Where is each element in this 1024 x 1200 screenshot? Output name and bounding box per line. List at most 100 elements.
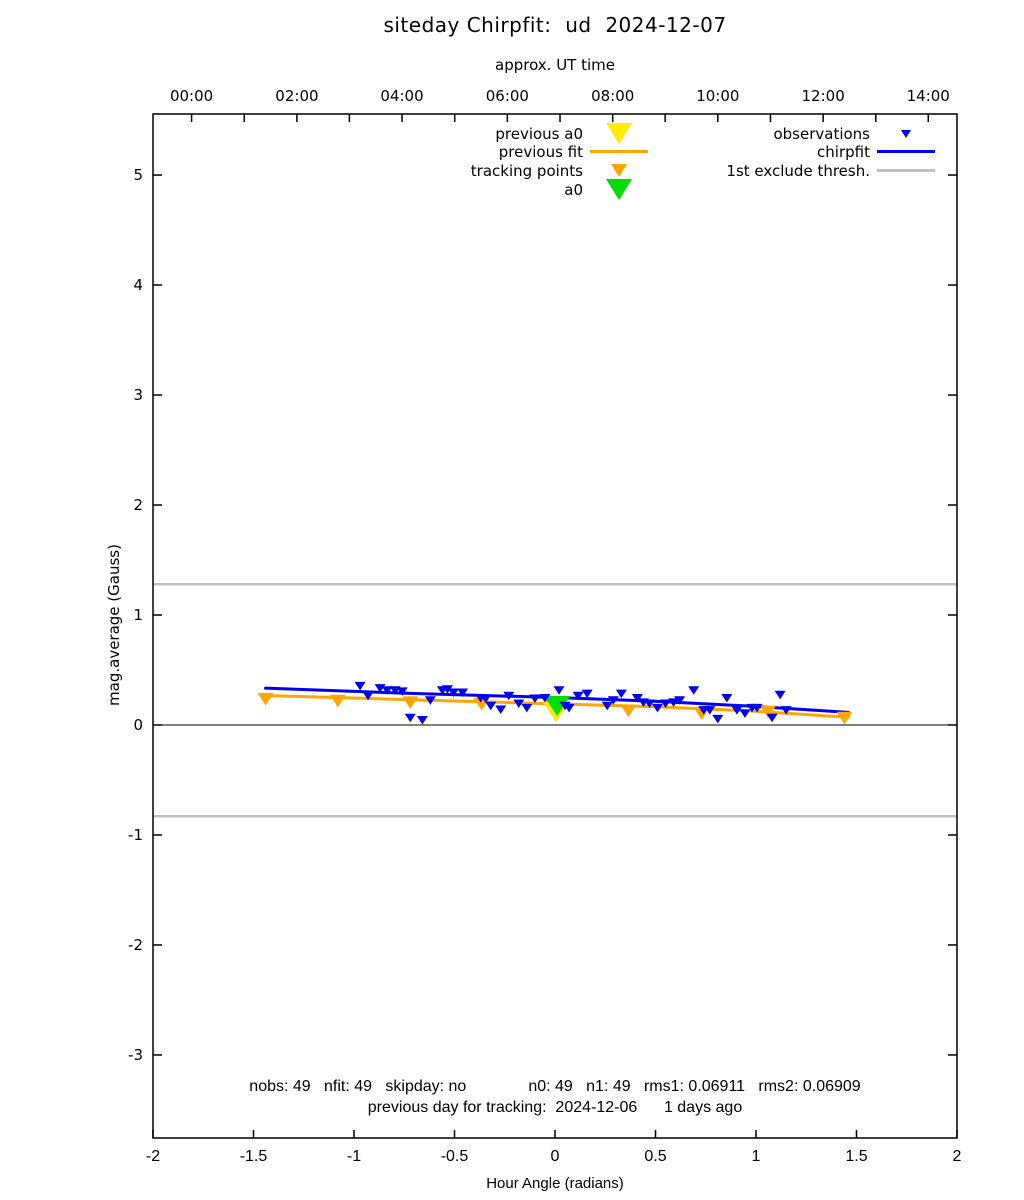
fit-statistics-line2: previous day for tracking: 2024-12-06 1 … xyxy=(367,1099,743,1116)
top-axis-tick-label: 08:00 xyxy=(591,87,634,105)
legend-item-chirpfit: chirpfit xyxy=(440,142,942,161)
observation-marker xyxy=(404,713,416,723)
legend-label: 1st exclude thresh. xyxy=(726,161,870,180)
tracking-point-marker xyxy=(329,694,346,708)
a0-triangle-icon xyxy=(606,179,632,200)
bottom-axis-tick-label: 0.5 xyxy=(644,1148,666,1165)
observation-marker xyxy=(721,693,733,703)
observation-marker xyxy=(495,705,507,715)
top-axis-tick-label: 04:00 xyxy=(380,87,423,105)
observation-marker xyxy=(607,696,619,705)
observation-marker xyxy=(374,684,386,693)
observation-marker xyxy=(615,689,627,699)
top-axis-tick-label: 14:00 xyxy=(907,87,950,105)
observation-marker xyxy=(780,706,792,715)
legend-label: tracking points xyxy=(470,161,583,180)
previous-fit-line-icon xyxy=(590,150,648,153)
observation-marker xyxy=(362,691,374,701)
left-axis-tick-label: 0 xyxy=(133,716,143,734)
observation-marker xyxy=(731,706,743,715)
tracking-point-marker xyxy=(402,696,419,709)
stats-obs-fit: nobs: 49 nfit: 49 skipday: no xyxy=(249,1078,467,1095)
observation-marker xyxy=(674,696,686,705)
observation-marker xyxy=(751,703,763,713)
observation-marker xyxy=(480,694,492,704)
legend-label: previous a0 xyxy=(495,124,583,143)
legend-item-exclude-thresh: 1st exclude thresh. xyxy=(440,161,942,180)
observation-marker xyxy=(529,694,541,704)
observation-marker xyxy=(396,687,408,696)
legend-label: a0 xyxy=(564,180,583,199)
tracking-point-marker xyxy=(760,705,777,719)
observation-marker xyxy=(581,689,593,699)
left-axis-tick-label: -2 xyxy=(128,936,143,954)
top-axis-title: approx. UT time xyxy=(495,56,615,74)
observation-marker xyxy=(485,701,497,711)
observation-marker xyxy=(601,701,613,711)
tracking-point-triangle-icon xyxy=(611,164,627,177)
bottom-axis-tick-label: 1.5 xyxy=(845,1148,867,1165)
legend-label: chirpfit xyxy=(817,142,870,161)
observation-marker xyxy=(631,693,643,703)
tracking-point-marker xyxy=(257,693,274,706)
top-axis-tick-label: 02:00 xyxy=(275,87,318,105)
stats-rms: n0: 49 n1: 49 rms1: 0.06911 rms2: 0.0690… xyxy=(528,1078,861,1095)
observation-marker xyxy=(704,706,716,715)
legend-item-tracking-points: tracking points xyxy=(153,161,655,180)
observation-marker xyxy=(563,703,575,713)
left-axis-tick-label: 1 xyxy=(133,606,143,624)
chirpfit-line-icon xyxy=(877,150,935,153)
legend-label: previous fit xyxy=(498,142,583,161)
observation-marker xyxy=(572,691,584,701)
observation-marker xyxy=(447,688,459,697)
observation-marker xyxy=(766,713,778,723)
a0-marker xyxy=(544,695,571,716)
observation-marker xyxy=(660,699,672,708)
tracking-point-marker xyxy=(836,711,853,725)
left-axis-tick-label: -1 xyxy=(128,826,143,844)
bottom-axis-tick-label: 2 xyxy=(953,1148,962,1165)
observation-marker xyxy=(457,688,469,697)
bottom-axis-tick-label: -1.5 xyxy=(240,1148,268,1165)
fit-statistics-line1: nobs: 49 nfit: 49 skipday: no n0: 49 n1:… xyxy=(153,1078,957,1096)
y-axis-title: mag.average (Gauss) xyxy=(105,544,123,706)
top-axis-tick-label: 06:00 xyxy=(486,87,529,105)
observation-marker xyxy=(424,696,436,705)
left-axis-tick-label: 5 xyxy=(133,166,143,184)
observation-marker xyxy=(652,703,664,713)
observation-marker xyxy=(521,703,533,713)
observation-marker xyxy=(553,686,565,695)
observation-marker xyxy=(668,698,680,707)
bottom-axis-tick-label: -2 xyxy=(146,1148,160,1165)
observation-marker xyxy=(381,686,393,695)
observation-marker xyxy=(354,681,366,691)
legend-label: observations xyxy=(773,124,870,143)
observation-triangle-icon xyxy=(901,129,911,138)
tracking-point-marker xyxy=(620,704,637,718)
chart-title: siteday Chirpfit: ud 2024-12-07 xyxy=(383,13,727,37)
plot-border xyxy=(152,113,958,1139)
legend-item-a0: a0 xyxy=(153,179,655,200)
left-axis-tick-label: -3 xyxy=(128,1046,143,1064)
observation-marker xyxy=(539,693,551,703)
top-axis-tick-label: 10:00 xyxy=(696,87,739,105)
legend-item-observations: observations xyxy=(440,124,942,143)
observation-marker xyxy=(441,685,453,694)
legend-item-previous-a0: previous a0 xyxy=(153,123,655,144)
observation-marker xyxy=(416,715,428,725)
bottom-axis-tick-label: -1 xyxy=(347,1148,361,1165)
observation-marker xyxy=(739,709,751,718)
observation-marker xyxy=(774,690,786,700)
left-axis-tick-label: 3 xyxy=(133,386,143,404)
exclude-threshold-line-icon xyxy=(877,169,935,172)
left-axis-tick-label: 2 xyxy=(133,496,143,514)
observation-marker xyxy=(688,686,700,695)
observation-marker xyxy=(513,699,525,708)
observation-marker xyxy=(503,691,515,701)
bottom-axis-tick-label: 1 xyxy=(752,1148,761,1165)
bottom-axis-tick-label: -0.5 xyxy=(441,1148,469,1165)
left-axis-tick-label: 4 xyxy=(133,276,143,294)
observation-marker xyxy=(643,699,655,708)
